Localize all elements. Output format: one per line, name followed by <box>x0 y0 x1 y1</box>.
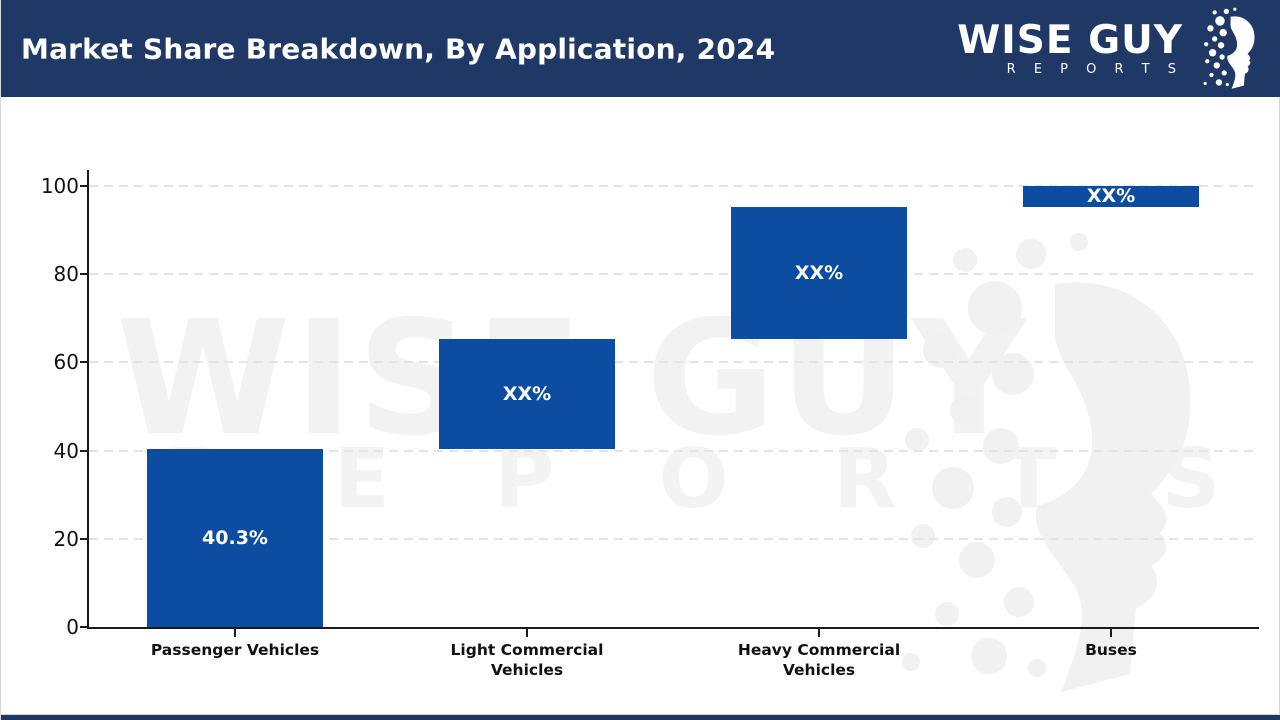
y-tick-label-80: 80 <box>53 262 79 287</box>
logo-face-icon <box>1203 7 1255 89</box>
gridline-80 <box>89 273 1257 276</box>
footer-strip <box>1 715 1280 720</box>
wise-guy-reports-logo: WISE GUY R E P O R T S <box>957 4 1271 94</box>
bar-passenger-vehicles <box>147 449 323 627</box>
chart-title: Market Share Breakdown, By Application, … <box>21 32 776 65</box>
gridline-20 <box>89 537 1257 540</box>
y-tick-mark-80 <box>80 273 89 276</box>
bar-light-commercial-vehicles <box>439 339 615 450</box>
bar-value-label: 40.3% <box>202 527 268 550</box>
y-tick-label-60: 60 <box>53 350 79 375</box>
bar-value-label: XX% <box>1086 185 1136 208</box>
x-category-label: Light Commercial Vehicles <box>450 641 604 680</box>
plot-area: 40.3% XX% XX% XX% <box>89 185 1257 627</box>
logo-wise-guy-text: WISE GUY <box>957 17 1183 63</box>
y-tick-label-40: 40 <box>53 438 79 463</box>
y-tick-mark-100 <box>80 185 89 187</box>
x-tick-mark <box>1110 629 1112 637</box>
bar-heavy-commercial-vehicles <box>731 206 907 340</box>
y-tick-mark-60 <box>80 361 89 364</box>
y-tick-label-100: 100 <box>40 174 79 198</box>
y-tick-label-20: 20 <box>53 526 79 551</box>
bar-value-label: XX% <box>502 383 552 406</box>
y-tick-mark-40 <box>80 449 89 452</box>
logo-text: WISE GUY R E P O R T S <box>957 17 1183 78</box>
x-category-label: Passenger Vehicles <box>150 641 320 659</box>
y-tick-label-0: 0 <box>66 615 79 639</box>
content-bottom-border <box>1 714 1280 715</box>
y-tick-mark-20 <box>80 537 89 540</box>
bar-buses <box>1023 186 1199 207</box>
x-tick-mark <box>818 629 820 637</box>
logo-reports-text: R E P O R T S <box>1006 62 1183 78</box>
x-category-label: Heavy Commercial Vehicles <box>737 641 901 680</box>
gridline-60 <box>89 361 1257 364</box>
x-tick-mark <box>526 629 528 637</box>
gridline-100 <box>89 185 1257 187</box>
header-bar: Market Share Breakdown, By Application, … <box>1 0 1280 97</box>
x-tick-mark <box>234 629 236 637</box>
waterfall-chart: 40.3% XX% XX% XX% 0 20 40 60 80 100 Passenger Ve… <box>1 97 1280 715</box>
x-axis-line <box>87 627 1259 629</box>
y-tick-mark-0 <box>80 626 89 628</box>
bar-value-label: XX% <box>794 261 844 284</box>
y-axis-line <box>87 170 89 629</box>
gridline-40 <box>89 449 1257 452</box>
x-category-label: Buses <box>1085 641 1137 659</box>
